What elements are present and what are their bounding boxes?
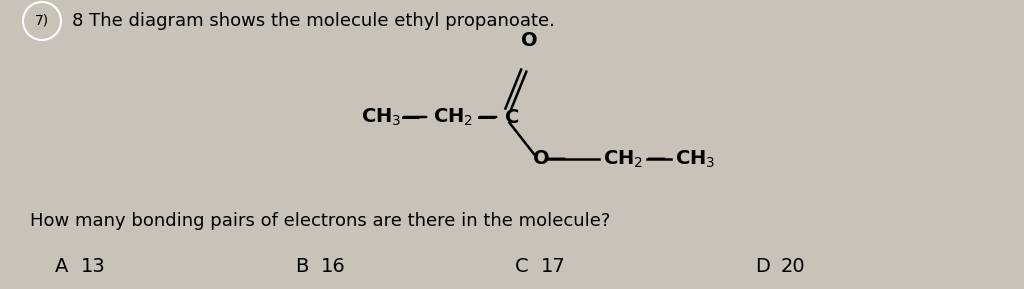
Text: 17: 17 bbox=[541, 257, 565, 277]
Text: —: — bbox=[401, 108, 421, 127]
Text: How many bonding pairs of electrons are there in the molecule?: How many bonding pairs of electrons are … bbox=[30, 212, 610, 230]
Text: CH$_3$: CH$_3$ bbox=[361, 106, 401, 128]
Text: 13: 13 bbox=[81, 257, 105, 277]
Text: B: B bbox=[295, 257, 308, 277]
Text: C: C bbox=[505, 108, 519, 127]
Text: CH$_3$: CH$_3$ bbox=[675, 148, 716, 170]
Text: —: — bbox=[547, 149, 566, 168]
Text: A: A bbox=[55, 257, 69, 277]
Text: C: C bbox=[515, 257, 528, 277]
Text: 8 The diagram shows the molecule ethyl propanoate.: 8 The diagram shows the molecule ethyl p… bbox=[72, 12, 555, 30]
Text: —: — bbox=[477, 108, 497, 127]
Text: 16: 16 bbox=[321, 257, 346, 277]
Text: 7): 7) bbox=[35, 14, 49, 28]
Text: CH$_2$: CH$_2$ bbox=[603, 148, 643, 170]
Text: CH$_2$: CH$_2$ bbox=[433, 106, 473, 128]
Text: O: O bbox=[521, 31, 538, 49]
Text: O: O bbox=[534, 149, 550, 168]
Text: 20: 20 bbox=[781, 257, 806, 277]
Text: D: D bbox=[755, 257, 770, 277]
Text: —: — bbox=[647, 149, 667, 168]
